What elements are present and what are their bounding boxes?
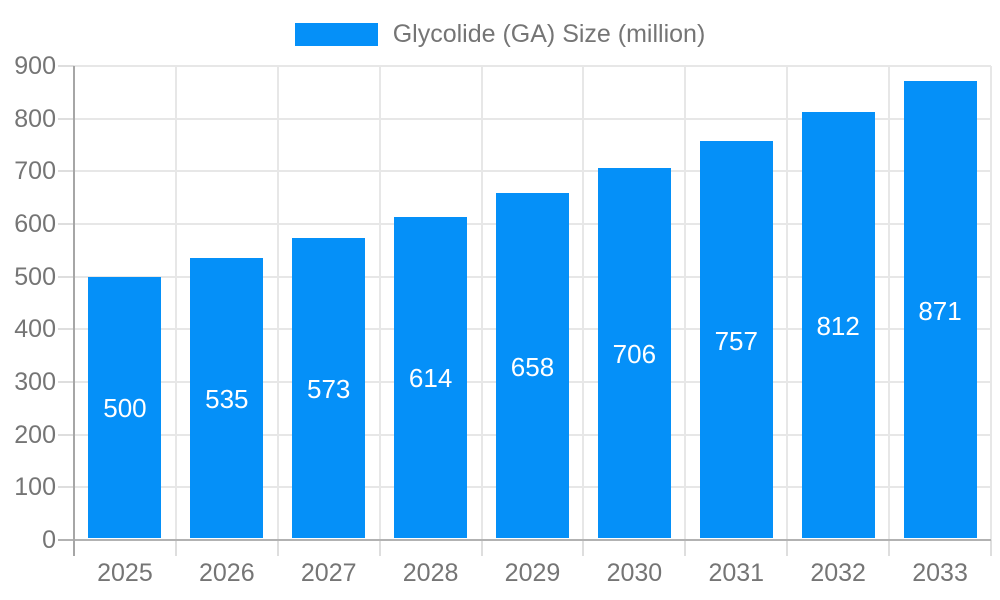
bar-value-label: 573: [307, 374, 351, 405]
x-axis-label: 2026: [199, 559, 255, 587]
x-axis-label: 2027: [300, 559, 357, 587]
y-axis-label: 100: [14, 473, 56, 502]
x-tick: [276, 540, 279, 556]
y-tick: [58, 381, 74, 383]
x-axis-label: 2032: [810, 559, 866, 587]
x-tick: [684, 540, 687, 556]
gridline-v: [174, 66, 177, 540]
y-axis-label: 400: [14, 315, 56, 344]
x-axis-label: 2025: [97, 559, 153, 587]
y-axis-label: 500: [14, 262, 56, 291]
bar[interactable]: [394, 216, 468, 538]
gridline-v: [480, 66, 483, 540]
gridline-v: [786, 66, 789, 540]
gridline-v: [378, 66, 381, 540]
bar[interactable]: [88, 276, 162, 538]
y-tick: [58, 328, 74, 331]
gridline-h: [74, 117, 991, 120]
x-axis-line: [58, 539, 991, 541]
bar-value-label: 757: [714, 325, 758, 356]
gridline-v: [888, 66, 891, 540]
y-axis-line: [73, 66, 75, 556]
bar-value-label: 658: [510, 351, 555, 382]
x-tick: [786, 540, 789, 556]
y-axis-label: 200: [14, 420, 56, 449]
y-tick: [58, 275, 74, 278]
bar-value-label: 535: [205, 384, 249, 415]
y-axis-label: 300: [14, 368, 56, 396]
y-axis-label: 600: [14, 210, 56, 238]
plot-area: 0 100 200 300 400 500 600 700 800 900 500 2025 535 20…: [14, 53, 992, 586]
x-tick: [582, 540, 585, 556]
legend-label: Glycolide (GA) Size (million): [392, 20, 706, 48]
gridline-v: [684, 66, 687, 540]
bar[interactable]: [699, 141, 773, 538]
x-tick: [888, 540, 891, 556]
bar[interactable]: [190, 258, 264, 538]
bar[interactable]: [292, 238, 366, 538]
bar[interactable]: [496, 193, 569, 538]
x-axis-label: 2030: [606, 559, 663, 587]
x-tick: [480, 540, 483, 556]
y-tick: [58, 433, 74, 436]
y-axis-label: 0: [42, 526, 56, 554]
y-tick: [58, 170, 74, 173]
bar[interactable]: [597, 168, 671, 538]
y-tick: [58, 486, 74, 489]
legend-swatch: [294, 22, 378, 46]
gridline-v: [276, 66, 279, 540]
x-axis-label: 2028: [402, 559, 459, 587]
bar-value-label: 812: [816, 311, 860, 342]
x-tick: [378, 540, 381, 556]
gridline-h: [74, 65, 991, 67]
bar-value-label: 706: [612, 339, 657, 370]
x-axis-label: 2033: [912, 559, 968, 587]
y-tick: [58, 223, 74, 225]
x-tick: [174, 540, 177, 556]
x-axis-label: 2029: [504, 559, 561, 587]
gridline-v: [582, 66, 585, 540]
x-tick: [990, 540, 992, 556]
gridline-h: [74, 170, 991, 173]
bar-value-label: 614: [408, 363, 453, 394]
legend[interactable]: Glycolide (GA) Size (million): [0, 21, 1000, 47]
bar-value-label: 500: [103, 393, 147, 424]
y-axis-label: 700: [14, 157, 56, 186]
bar[interactable]: [801, 112, 875, 538]
x-axis-label: 2031: [708, 559, 765, 587]
y-axis-label: 900: [14, 52, 56, 80]
bar[interactable]: [903, 81, 977, 538]
y-tick: [58, 117, 74, 120]
gridline-v: [990, 66, 992, 540]
bar-value-label: 871: [918, 295, 962, 326]
y-tick: [58, 65, 74, 67]
y-axis-label: 800: [14, 104, 56, 133]
